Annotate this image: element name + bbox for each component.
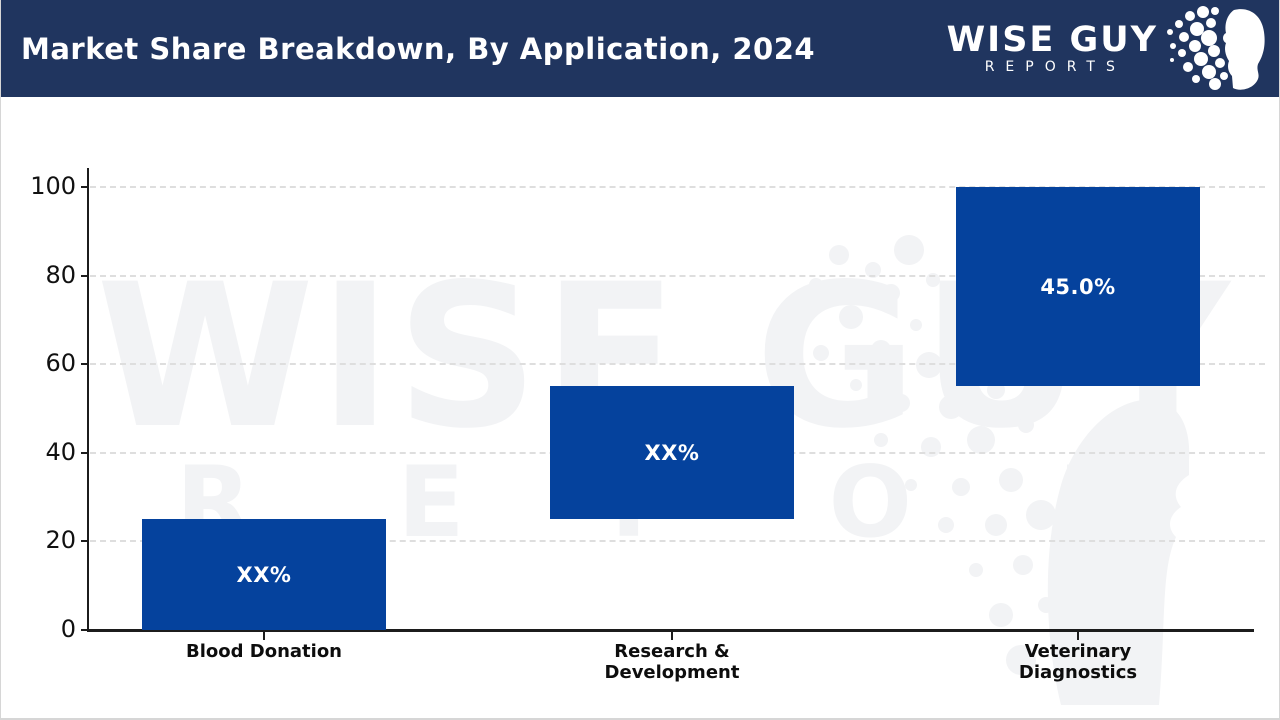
x-category-label-line: Research & [614, 641, 730, 662]
y-tick-label: 80 [45, 260, 76, 289]
x-axis-line [87, 629, 1254, 632]
bar-segment: 45.0% [956, 187, 1200, 387]
brand-logo: WISE GUY REPORTS [947, 5, 1279, 92]
bar-segment: XX% [550, 386, 794, 520]
brand-dot-face-icon [1167, 5, 1265, 90]
bar-value-label: XX% [236, 562, 292, 587]
y-tick-label: 60 [45, 349, 76, 378]
x-tick [1077, 632, 1079, 640]
y-tick [81, 629, 88, 631]
x-category-label-line: Veterinary [1024, 641, 1132, 662]
x-tick [671, 632, 673, 640]
y-tick-label: 0 [60, 615, 76, 643]
y-tick [81, 186, 88, 188]
x-category-label-line: Diagnostics [1018, 662, 1138, 683]
brand-name: WISE GUY [946, 19, 1158, 60]
y-gridline [90, 274, 1265, 277]
brand-subtitle: REPORTS [984, 58, 1126, 75]
y-tick-label: 20 [45, 526, 76, 555]
x-category-label-line: Blood Donation [186, 641, 342, 662]
x-category-label: Veterinary Diagnostics [918, 641, 1238, 683]
brand-logo-text: WISE GUY REPORTS [947, 22, 1158, 76]
bar-segment: XX% [142, 519, 386, 630]
y-tick [81, 274, 88, 277]
y-tick [81, 451, 88, 454]
y-tick [81, 363, 88, 366]
y-tick [81, 540, 88, 543]
x-category-label: Blood Donation [104, 641, 424, 662]
y-gridline [90, 186, 1265, 188]
y-tick-label: 40 [45, 437, 76, 466]
x-tick [263, 632, 265, 640]
page-title: Market Share Breakdown, By Application, … [21, 31, 816, 66]
x-category-label-line: Development [604, 662, 740, 683]
header-bar: Market Share Breakdown, By Application, … [1, 0, 1279, 97]
y-tick-label: 100 [30, 172, 76, 200]
x-category-label: Research & Development [512, 641, 832, 683]
y-gridline [90, 540, 1265, 543]
bar-value-label: 45.0% [1040, 274, 1116, 299]
y-gridline [90, 363, 1265, 366]
bar-value-label: XX% [644, 440, 700, 465]
y-axis-line [87, 168, 89, 632]
